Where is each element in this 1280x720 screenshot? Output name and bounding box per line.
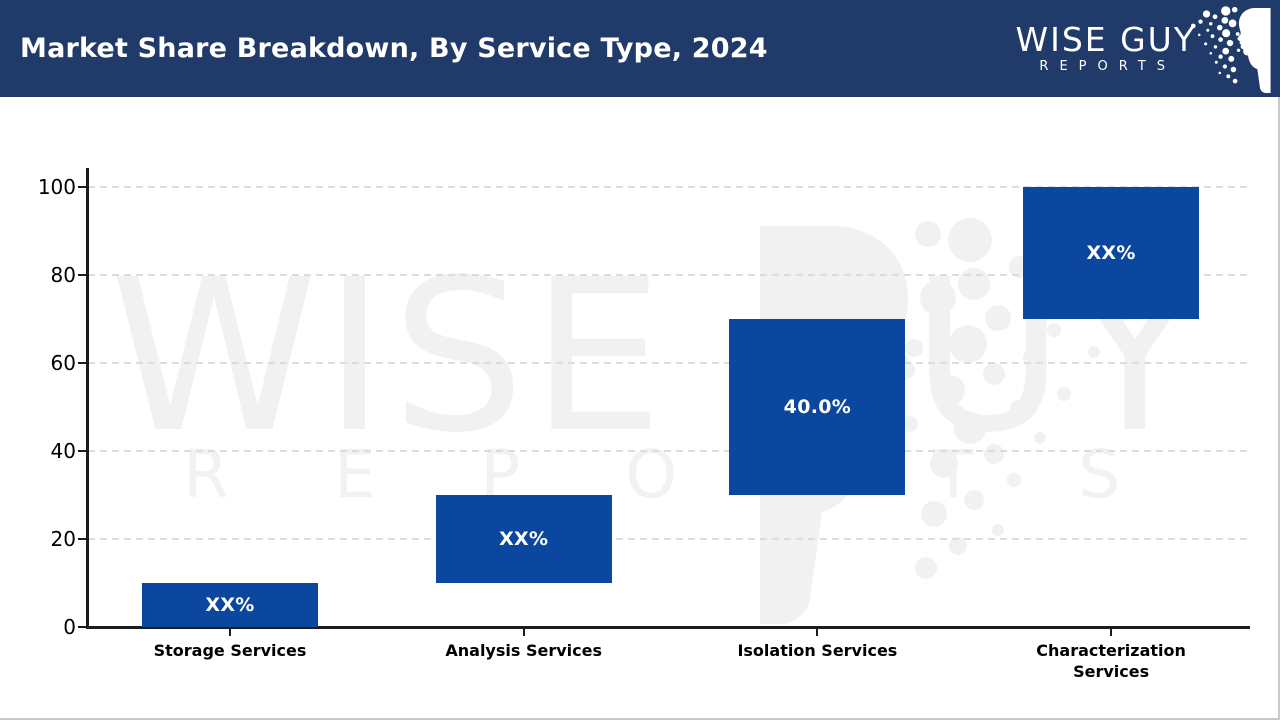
x-axis-label: Storage Services (153, 641, 307, 660)
y-tick (78, 186, 88, 188)
y-axis (86, 168, 89, 627)
bar-value-label: 40.0% (783, 396, 852, 418)
y-tick-label: 80 (50, 263, 76, 287)
y-tick (78, 274, 88, 276)
gridline-y20 (88, 538, 1250, 540)
logo-tagline: REPORTS (1039, 59, 1177, 74)
page-title: Market Share Breakdown, By Service Type,… (20, 33, 768, 64)
y-tick (78, 450, 88, 452)
bar-value-label: XX% (499, 528, 549, 550)
chart-bar: XX% (435, 495, 612, 583)
y-tick-label: 60 (50, 351, 76, 375)
watermark-text-line2: R E P O R T S (183, 436, 1163, 513)
y-tick (78, 362, 88, 364)
chart-bar: 40.0% (729, 319, 906, 495)
y-tick-label: 40 (50, 439, 76, 463)
x-axis (86, 626, 1250, 629)
chart-bar: XX% (1023, 187, 1200, 319)
x-axis-label: Isolation Services (737, 641, 898, 660)
y-tick-label: 100 (37, 175, 76, 199)
bar-value-label: XX% (1086, 242, 1136, 264)
dotted-head-icon (1190, 5, 1271, 93)
x-tick (229, 628, 231, 636)
x-axis-label: Characterization Services (1036, 641, 1186, 681)
x-tick (522, 628, 525, 636)
gridline-y60 (88, 362, 1250, 364)
logo-name: WISE GUY (1015, 20, 1196, 59)
y-tick-label: 20 (50, 527, 76, 551)
watermark-text-line1: WISE GUY (110, 234, 1206, 479)
x-tick (1110, 628, 1113, 636)
y-tick (78, 538, 88, 540)
wise-guy-reports-logo: WISE GUY REPORTS (1015, 0, 1278, 97)
page-right-border (1278, 97, 1280, 720)
logo-text: WISE GUY REPORTS (1015, 23, 1196, 74)
gridline-y80 (88, 274, 1250, 276)
y-tick-label: 0 (63, 615, 76, 639)
page-bottom-border (0, 718, 1280, 720)
title-bar: Market Share Breakdown, By Service Type,… (0, 0, 1280, 97)
gridline-y100 (88, 186, 1250, 188)
chart-bar: XX% (142, 583, 318, 627)
x-axis-label: Analysis Services (445, 641, 602, 660)
bar-value-label: XX% (205, 594, 255, 616)
x-tick (816, 628, 819, 636)
gridline-y40 (88, 450, 1250, 452)
y-tick (78, 626, 88, 628)
